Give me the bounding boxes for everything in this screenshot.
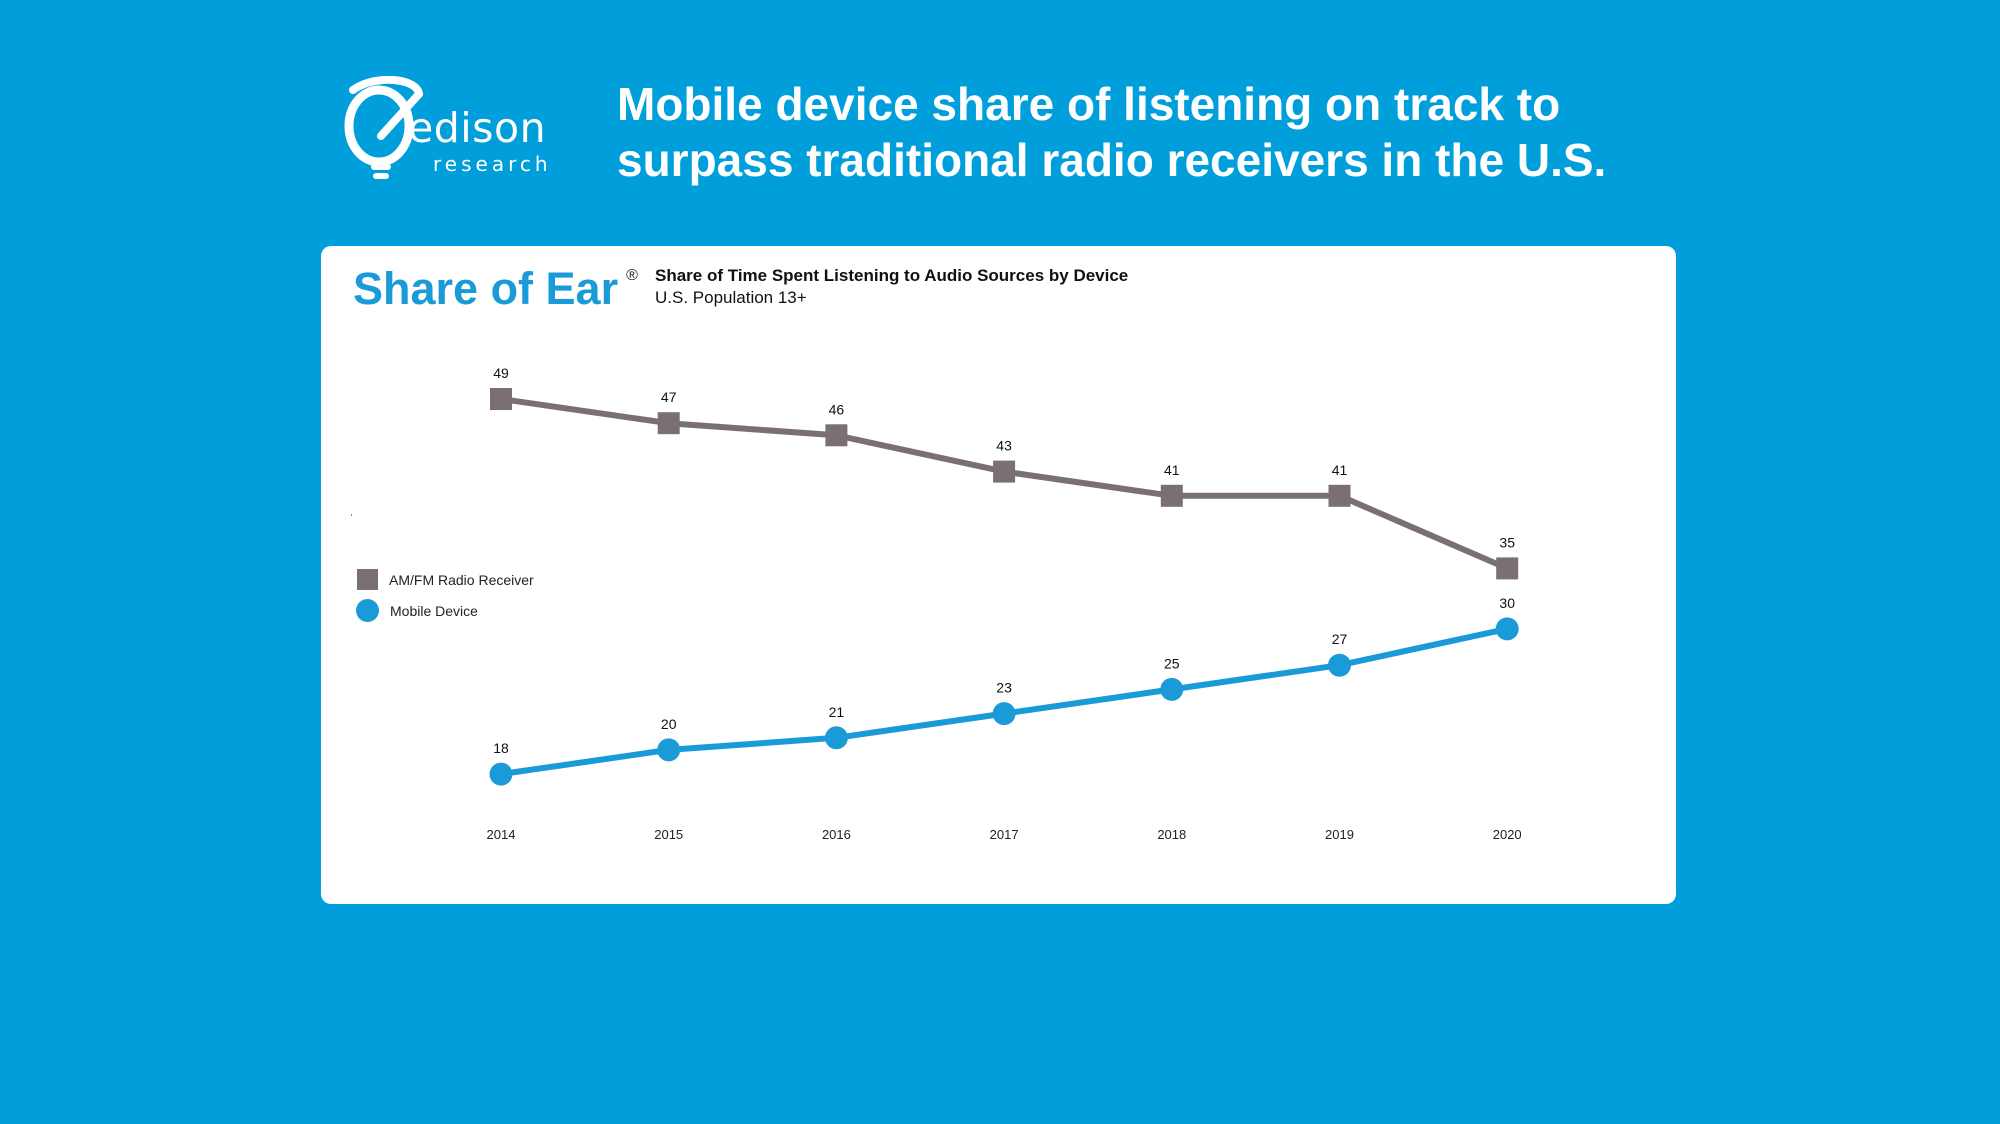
x-tick-label: 2016 <box>822 827 851 842</box>
circle-marker-icon <box>356 599 379 622</box>
x-tick-label: 2017 <box>990 827 1019 842</box>
x-tick-label: 2020 <box>1493 827 1522 842</box>
x-tick-label: 2014 <box>487 827 516 842</box>
data-point-mobile <box>824 726 848 750</box>
series-line-radio <box>500 396 1509 572</box>
data-label-mobile: 18 <box>493 740 509 756</box>
page-headline: Mobile device share of listening on trac… <box>617 76 1797 188</box>
data-label-mobile: 23 <box>996 680 1012 696</box>
series-line-mobile <box>500 625 1508 778</box>
data-label-mobile: 30 <box>1499 595 1515 611</box>
registered-mark: ® <box>626 267 638 284</box>
data-label-radio: 41 <box>1164 462 1180 478</box>
data-label-radio: 46 <box>829 401 845 417</box>
data-point-radio <box>490 388 512 410</box>
chart-subtitle: U.S. Population 13+ <box>655 288 807 307</box>
data-label-radio: 47 <box>661 389 677 405</box>
data-label-radio: 43 <box>996 438 1012 454</box>
data-label-mobile: 25 <box>1164 655 1180 671</box>
data-point-mobile <box>1328 653 1351 677</box>
chart-title: Share of Time Spent Listening to Audio S… <box>655 266 1129 285</box>
share-of-ear-brand: Share of Ear ® <box>353 266 638 311</box>
legend-label-mobile: Mobile Device <box>390 602 478 619</box>
data-point-mobile <box>1160 677 1184 701</box>
data-point-radio <box>1328 484 1351 507</box>
data-point-mobile <box>1495 617 1519 641</box>
logo-subtitle: research <box>433 152 552 176</box>
logo-wordmark: edison <box>408 104 547 152</box>
data-point-radio <box>1160 484 1183 507</box>
edison-research-logo: edison research <box>335 75 575 186</box>
lightbulb-logo-icon <box>344 75 423 179</box>
data-point-mobile <box>657 738 681 762</box>
data-point-radio <box>993 460 1016 483</box>
data-point-radio <box>1496 557 1519 580</box>
data-label-radio: 35 <box>1499 534 1515 550</box>
legend-item-radio: AM/FM Radio Receiver <box>357 564 534 595</box>
chart-legend: AM/FM Radio Receiver Mobile Device <box>356 564 534 626</box>
x-tick-label: 2018 <box>1157 827 1186 842</box>
x-tick-label: 2019 <box>1325 827 1354 842</box>
legend-item-mobile: Mobile Device <box>356 595 534 626</box>
data-label-radio: 49 <box>493 365 509 381</box>
data-label-mobile: 21 <box>829 704 845 720</box>
data-label-radio: 41 <box>1332 462 1348 478</box>
brand-name: Share of Ear <box>353 263 619 314</box>
data-point-radio <box>825 424 848 447</box>
stray-tick-mark <box>351 514 352 516</box>
square-marker-icon <box>357 569 378 590</box>
data-point-mobile <box>489 762 513 786</box>
headline-line-2: surpass traditional radio receivers in t… <box>617 134 1607 186</box>
data-point-mobile <box>992 702 1016 726</box>
chart-card: Share of Ear ® Share of Time Spent Listen… <box>321 246 1676 904</box>
data-label-mobile: 20 <box>661 716 677 732</box>
headline-line-1: Mobile device share of listening on trac… <box>617 78 1561 130</box>
x-tick-label: 2015 <box>654 827 683 842</box>
data-point-radio <box>657 412 680 435</box>
line-chart-plot: 49 47 46 43 41 41 35 18 20 21 23 25 27 30 2014 2015 2016… <box>487 365 1522 842</box>
legend-label-radio: AM/FM Radio Receiver <box>389 571 534 588</box>
data-label-mobile: 27 <box>1332 631 1348 647</box>
